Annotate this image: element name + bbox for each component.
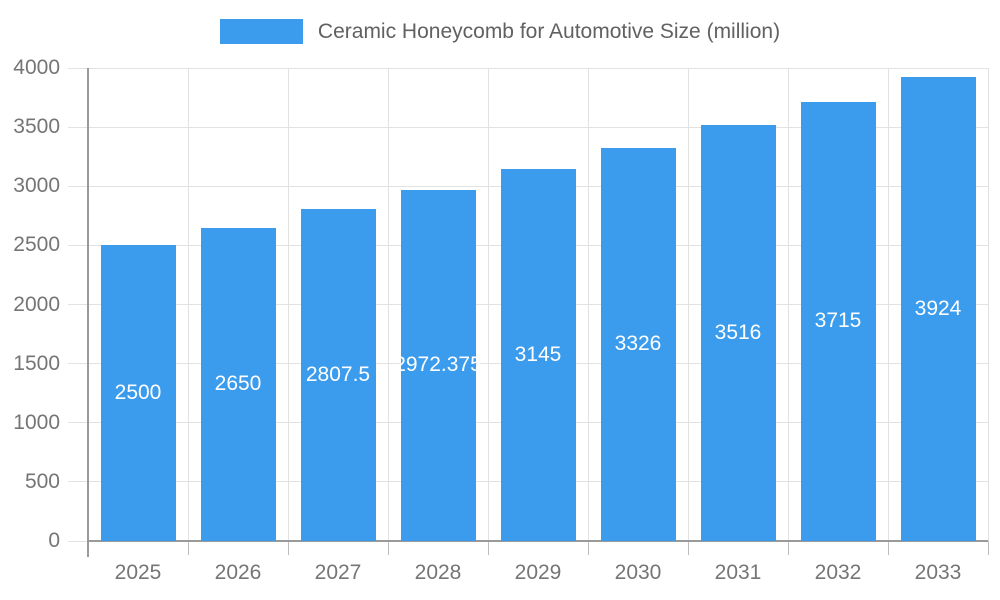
gridline-vertical — [987, 68, 989, 541]
y-axis-tick-label: 1500 — [13, 351, 60, 375]
gridline-vertical — [487, 68, 489, 541]
gridline-vertical — [387, 68, 389, 541]
x-axis-tick-label: 2029 — [514, 561, 562, 584]
gridline-vertical — [587, 68, 589, 541]
y-axis-tick-label: 0 — [48, 529, 60, 552]
bar-value-label: 3715 — [814, 309, 862, 333]
gridline-vertical — [687, 68, 689, 541]
bar[interactable]: 2972.375 — [394, 189, 482, 541]
bar[interactable]: 2500 — [100, 245, 176, 541]
bar-value-label: 2972.375 — [394, 353, 482, 377]
gridline-horizontal — [68, 126, 988, 128]
bar[interactable]: 2650 — [200, 227, 276, 541]
bar[interactable]: 2807.5 — [300, 209, 376, 541]
bar[interactable]: 3715 — [800, 101, 876, 541]
bar[interactable]: 3924 — [900, 76, 976, 541]
bar[interactable]: 3516 — [700, 125, 776, 541]
x-axis-tick-label: 2028 — [414, 561, 462, 584]
x-axis-tick — [487, 541, 489, 555]
bar-value-label: 2500 — [114, 381, 162, 405]
gridline-horizontal — [68, 67, 988, 69]
x-axis-tick — [987, 541, 989, 555]
x-axis-tick — [687, 541, 689, 555]
gridline-vertical — [787, 68, 789, 541]
x-axis-tick-label: 2033 — [914, 561, 962, 584]
x-axis-tick — [787, 541, 789, 555]
x-axis-tick — [287, 541, 289, 555]
bar-value-label: 3145 — [514, 343, 562, 367]
gridline-vertical — [887, 68, 889, 541]
bar-value-label: 3516 — [714, 321, 762, 345]
y-axis-tick-label: 500 — [24, 469, 60, 493]
x-axis-tick — [587, 541, 589, 555]
y-axis-tick-label: 2000 — [13, 292, 60, 316]
x-axis-tick — [187, 541, 189, 555]
x-axis-tick — [387, 541, 389, 555]
x-axis-tick — [887, 541, 889, 555]
y-axis-tick-label: 2500 — [13, 233, 60, 257]
bar-value-label: 3326 — [614, 332, 662, 356]
x-axis-tick-label: 2030 — [614, 561, 662, 584]
legend-title[interactable]: Ceramic Honeycomb for Automotive Size (m… — [317, 19, 781, 43]
y-axis-tick-label: 4000 — [13, 56, 60, 79]
bar[interactable]: 3326 — [600, 147, 676, 541]
y-axis-tick-label: 3500 — [13, 115, 60, 139]
bar[interactable]: 3145 — [500, 169, 576, 541]
y-axis-tick-label: 3000 — [13, 174, 60, 198]
x-axis-line — [88, 540, 988, 542]
bar-value-label: 2807.5 — [305, 362, 371, 386]
y-axis-line — [87, 68, 89, 557]
legend-swatch[interactable] — [219, 19, 303, 44]
y-axis-tick-label: 1000 — [13, 410, 60, 434]
gridline-vertical — [187, 68, 189, 541]
x-axis-tick-label: 2027 — [314, 561, 362, 584]
x-axis-tick — [68, 540, 88, 542]
x-axis-tick-label: 2032 — [814, 561, 862, 584]
x-axis-tick-label: 2025 — [114, 561, 162, 584]
bar-value-label: 2650 — [214, 372, 262, 396]
x-axis-tick-label: 2026 — [214, 561, 262, 584]
chart-legend: Ceramic Honeycomb for Automotive Size (m… — [0, 19, 1000, 44]
x-axis-tick-label: 2031 — [714, 561, 762, 584]
bar-value-label: 3924 — [914, 296, 962, 320]
gridline-vertical — [287, 68, 289, 541]
